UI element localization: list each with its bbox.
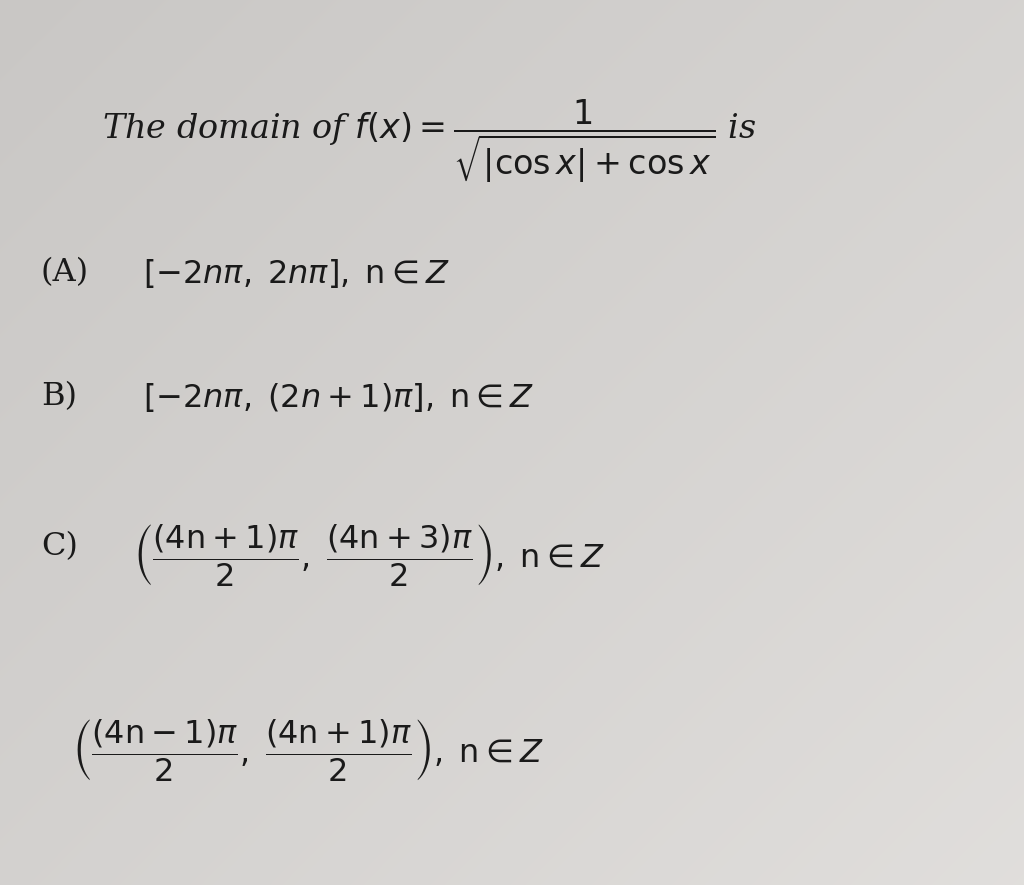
Text: C): C) — [41, 531, 78, 562]
Text: B): B) — [41, 381, 77, 412]
Text: The domain of $f(x) = \dfrac{1}{\sqrt{|\mathrm{cos}\,x| + \mathrm{cos}\,x}}$ is: The domain of $f(x) = \dfrac{1}{\sqrt{|\… — [102, 97, 757, 185]
Text: $\left(\dfrac{(4\mathrm{n}-1)\pi}{2},\;\dfrac{(4\mathrm{n}+1)\pi}{2}\right),\;\m: $\left(\dfrac{(4\mathrm{n}-1)\pi}{2},\;\… — [72, 717, 544, 783]
Text: $\left(\dfrac{(4\mathrm{n}+1)\pi}{2},\;\dfrac{(4\mathrm{n}+3)\pi}{2}\right),\;\m: $\left(\dfrac{(4\mathrm{n}+1)\pi}{2},\;\… — [133, 522, 605, 589]
Text: (A): (A) — [41, 257, 89, 288]
Text: $[-2n\pi,\;(2n+1)\pi],\;\mathrm{n} \in Z$: $[-2n\pi,\;(2n+1)\pi],\;\mathrm{n} \in Z… — [143, 381, 535, 413]
Text: $[-2n\pi,\;2n\pi],\;\mathrm{n} \in Z$: $[-2n\pi,\;2n\pi],\;\mathrm{n} \in Z$ — [143, 257, 451, 289]
